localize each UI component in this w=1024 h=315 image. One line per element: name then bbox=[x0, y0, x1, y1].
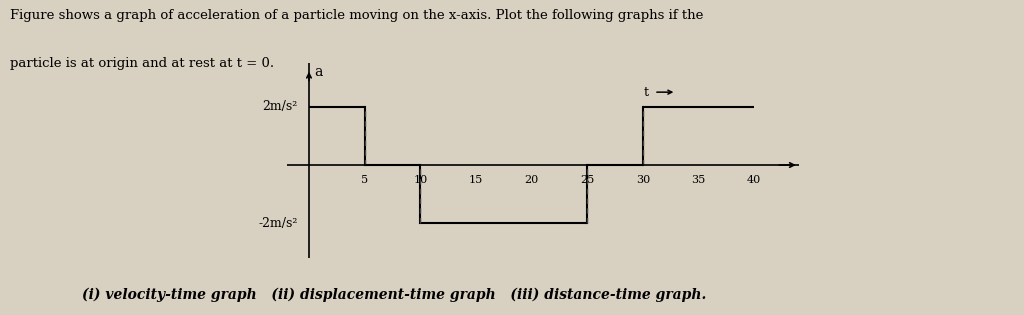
Text: -2m/s²: -2m/s² bbox=[258, 217, 298, 230]
Text: 15: 15 bbox=[469, 175, 483, 185]
Text: Figure shows a graph of acceleration of a particle moving on the x-axis. Plot th: Figure shows a graph of acceleration of … bbox=[10, 9, 703, 22]
Text: 25: 25 bbox=[581, 175, 594, 185]
Text: t: t bbox=[643, 86, 648, 99]
Text: 40: 40 bbox=[748, 175, 761, 185]
Text: 2m/s²: 2m/s² bbox=[262, 100, 298, 113]
Text: 30: 30 bbox=[636, 175, 650, 185]
Text: particle is at origin and at rest at t = 0.: particle is at origin and at rest at t =… bbox=[10, 57, 274, 70]
Text: 20: 20 bbox=[524, 175, 539, 185]
Text: a: a bbox=[314, 65, 323, 79]
Text: 35: 35 bbox=[691, 175, 706, 185]
Text: 10: 10 bbox=[413, 175, 427, 185]
Text: 5: 5 bbox=[361, 175, 369, 185]
Text: (i) velocity-time graph   (ii) displacement-time graph   (iii) distance-time gra: (i) velocity-time graph (ii) displacemen… bbox=[82, 288, 707, 302]
